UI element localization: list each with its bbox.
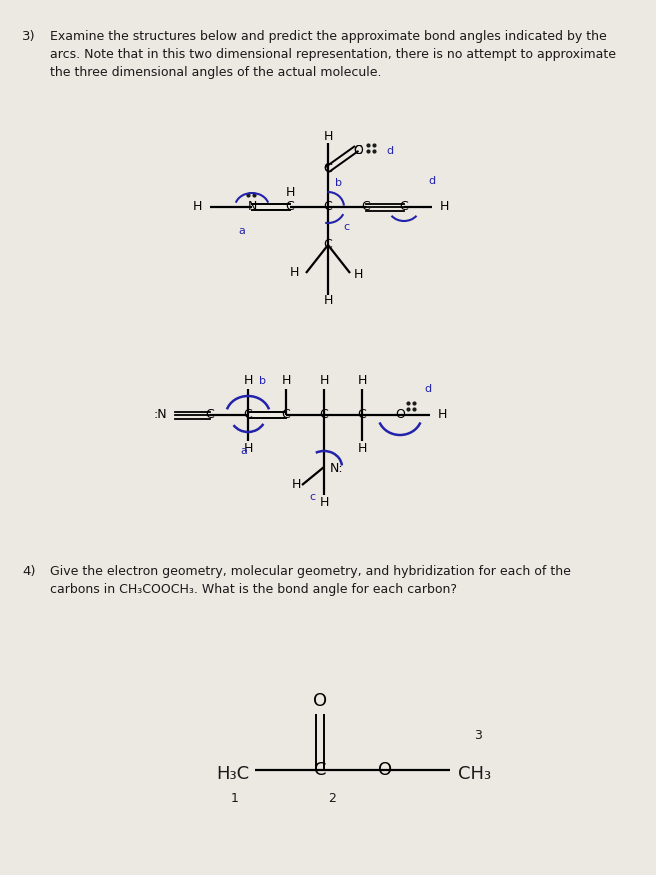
Text: H: H: [440, 200, 449, 214]
Text: 1: 1: [231, 792, 239, 805]
Text: CH₃: CH₃: [458, 765, 491, 783]
Text: C: C: [323, 239, 333, 251]
Text: H: H: [243, 374, 253, 388]
Text: C: C: [358, 409, 366, 422]
Text: H: H: [319, 496, 329, 509]
Text: C: C: [323, 163, 333, 176]
Text: H: H: [193, 200, 202, 214]
Text: Give the electron geometry, molecular geometry, and hybridization for each of th: Give the electron geometry, molecular ge…: [50, 565, 571, 578]
Text: N:: N:: [330, 463, 344, 475]
Text: the three dimensional angles of the actual molecule.: the three dimensional angles of the actu…: [50, 66, 382, 79]
Text: 3: 3: [474, 729, 482, 742]
Text: arcs. Note that in this two dimensional representation, there is no attempt to a: arcs. Note that in this two dimensional …: [50, 48, 616, 61]
Text: b: b: [335, 178, 342, 188]
Text: H: H: [323, 130, 333, 144]
Text: H: H: [323, 295, 333, 307]
Text: c: c: [343, 222, 349, 232]
Text: H: H: [358, 374, 367, 388]
Text: O: O: [378, 761, 392, 779]
Text: H: H: [358, 443, 367, 456]
Text: :N: :N: [154, 409, 167, 422]
Text: 4): 4): [22, 565, 35, 578]
Text: C: C: [361, 200, 371, 214]
Text: C: C: [323, 163, 333, 176]
Text: H: H: [281, 374, 291, 388]
Text: H: H: [243, 443, 253, 456]
Text: 2: 2: [328, 792, 336, 805]
Text: C: C: [400, 200, 409, 214]
Text: H: H: [319, 374, 329, 388]
Text: C: C: [281, 409, 291, 422]
Text: O: O: [353, 144, 363, 158]
Text: N: N: [247, 200, 256, 214]
Text: H: H: [285, 186, 295, 200]
Text: d: d: [428, 176, 436, 186]
Text: d: d: [386, 146, 394, 156]
Text: c: c: [309, 492, 315, 502]
Text: H₃C: H₃C: [216, 765, 249, 783]
Text: C: C: [205, 409, 215, 422]
Text: 3): 3): [22, 30, 35, 43]
Text: C: C: [314, 761, 326, 779]
Text: d: d: [424, 384, 432, 394]
Text: C: C: [285, 200, 295, 214]
Text: carbons in CH₃COOCH₃. What is the bond angle for each carbon?: carbons in CH₃COOCH₃. What is the bond a…: [50, 583, 457, 596]
Text: O: O: [313, 692, 327, 710]
Text: H: H: [354, 269, 363, 282]
Text: H: H: [291, 479, 300, 492]
Text: C: C: [354, 144, 362, 157]
Text: H: H: [289, 267, 298, 279]
Text: a: a: [239, 226, 245, 236]
Text: C: C: [243, 409, 253, 422]
Text: O: O: [395, 409, 405, 422]
Text: C: C: [319, 409, 329, 422]
Text: H: H: [438, 409, 447, 422]
Text: b: b: [258, 376, 266, 386]
Text: a: a: [241, 446, 247, 456]
Text: C: C: [323, 200, 333, 214]
Text: Examine the structures below and predict the approximate bond angles indicated b: Examine the structures below and predict…: [50, 30, 607, 43]
